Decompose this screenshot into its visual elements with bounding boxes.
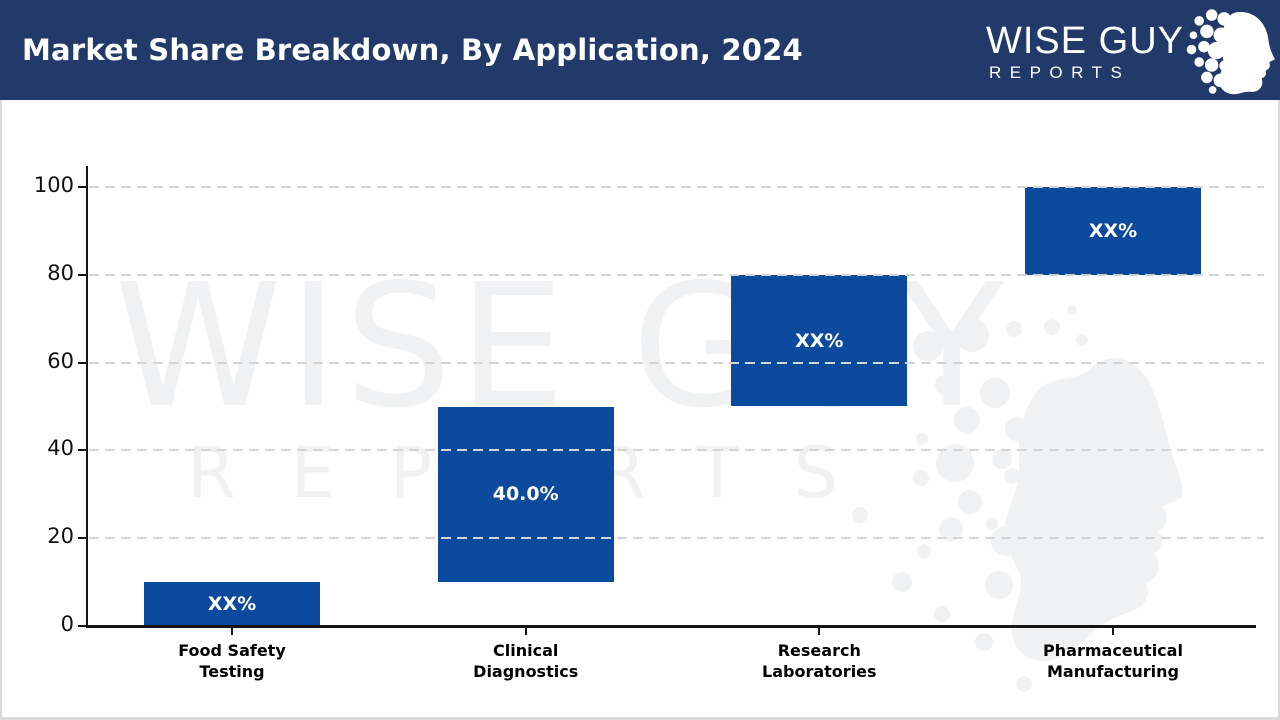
y-tick-label: 0: [60, 612, 74, 636]
waterfall-bar: 40.0%: [437, 406, 614, 583]
gridline: [89, 449, 1264, 452]
bar-value-label: XX%: [207, 593, 257, 616]
wiseguy-logo: WISE GUY REPORTS: [986, 4, 1276, 96]
logo-subtitle-text: REPORTS: [988, 63, 1131, 82]
x-category-label: Food Safety Testing: [178, 641, 286, 681]
y-tick-mark: [78, 625, 86, 627]
y-tick-label: 100: [33, 173, 74, 197]
x-tick-mark: [818, 627, 821, 635]
x-category-label: Clinical Diagnostics: [473, 641, 579, 681]
bar-value-label: 40.0%: [492, 483, 559, 506]
gridline: [89, 361, 1264, 364]
y-tick-mark: [78, 273, 86, 276]
watermark-head-icon: [833, 305, 1183, 692]
y-tick-mark: [78, 449, 86, 452]
x-tick-mark: [524, 627, 527, 635]
y-tick-mark: [78, 361, 86, 364]
x-tick-mark: [1112, 627, 1114, 635]
gridline: [89, 537, 1264, 540]
y-tick-mark: [78, 537, 86, 540]
waterfall-bar: XX%: [1025, 187, 1201, 275]
logo-wordmark: WISE GUY REPORTS: [986, 22, 1184, 83]
y-tick-label: 40: [47, 436, 74, 461]
y-axis-line: [86, 166, 88, 627]
x-category-label: Pharmaceutical Manufacturing: [1043, 641, 1183, 681]
logo-head-icon: [1186, 9, 1276, 95]
y-tick-label: 80: [47, 260, 74, 285]
x-category-label: Research Laboratories: [762, 641, 877, 681]
chart-title: Market Share Breakdown, By Application, …: [22, 33, 803, 67]
y-tick-label: 60: [47, 348, 74, 373]
x-axis-line: [86, 625, 1256, 628]
waterfall-bar: XX%: [731, 274, 908, 407]
waterfall-bar: XX%: [144, 582, 320, 626]
plot-area: 0 20 40 60 80 100 XX% Food Safety Testing 40.0% C…: [2, 100, 1278, 717]
gridline: [89, 186, 1264, 188]
y-tick-mark: [78, 186, 86, 188]
header-bar: Market Share Breakdown, By Application, …: [0, 0, 1280, 100]
bar-value-label: XX%: [1088, 219, 1138, 242]
logo-name-text: WISE GUY: [985, 20, 1184, 62]
x-tick-mark: [231, 627, 233, 635]
gridline: [89, 273, 1264, 276]
bar-value-label: XX%: [795, 329, 844, 352]
y-tick-label: 20: [47, 524, 74, 549]
